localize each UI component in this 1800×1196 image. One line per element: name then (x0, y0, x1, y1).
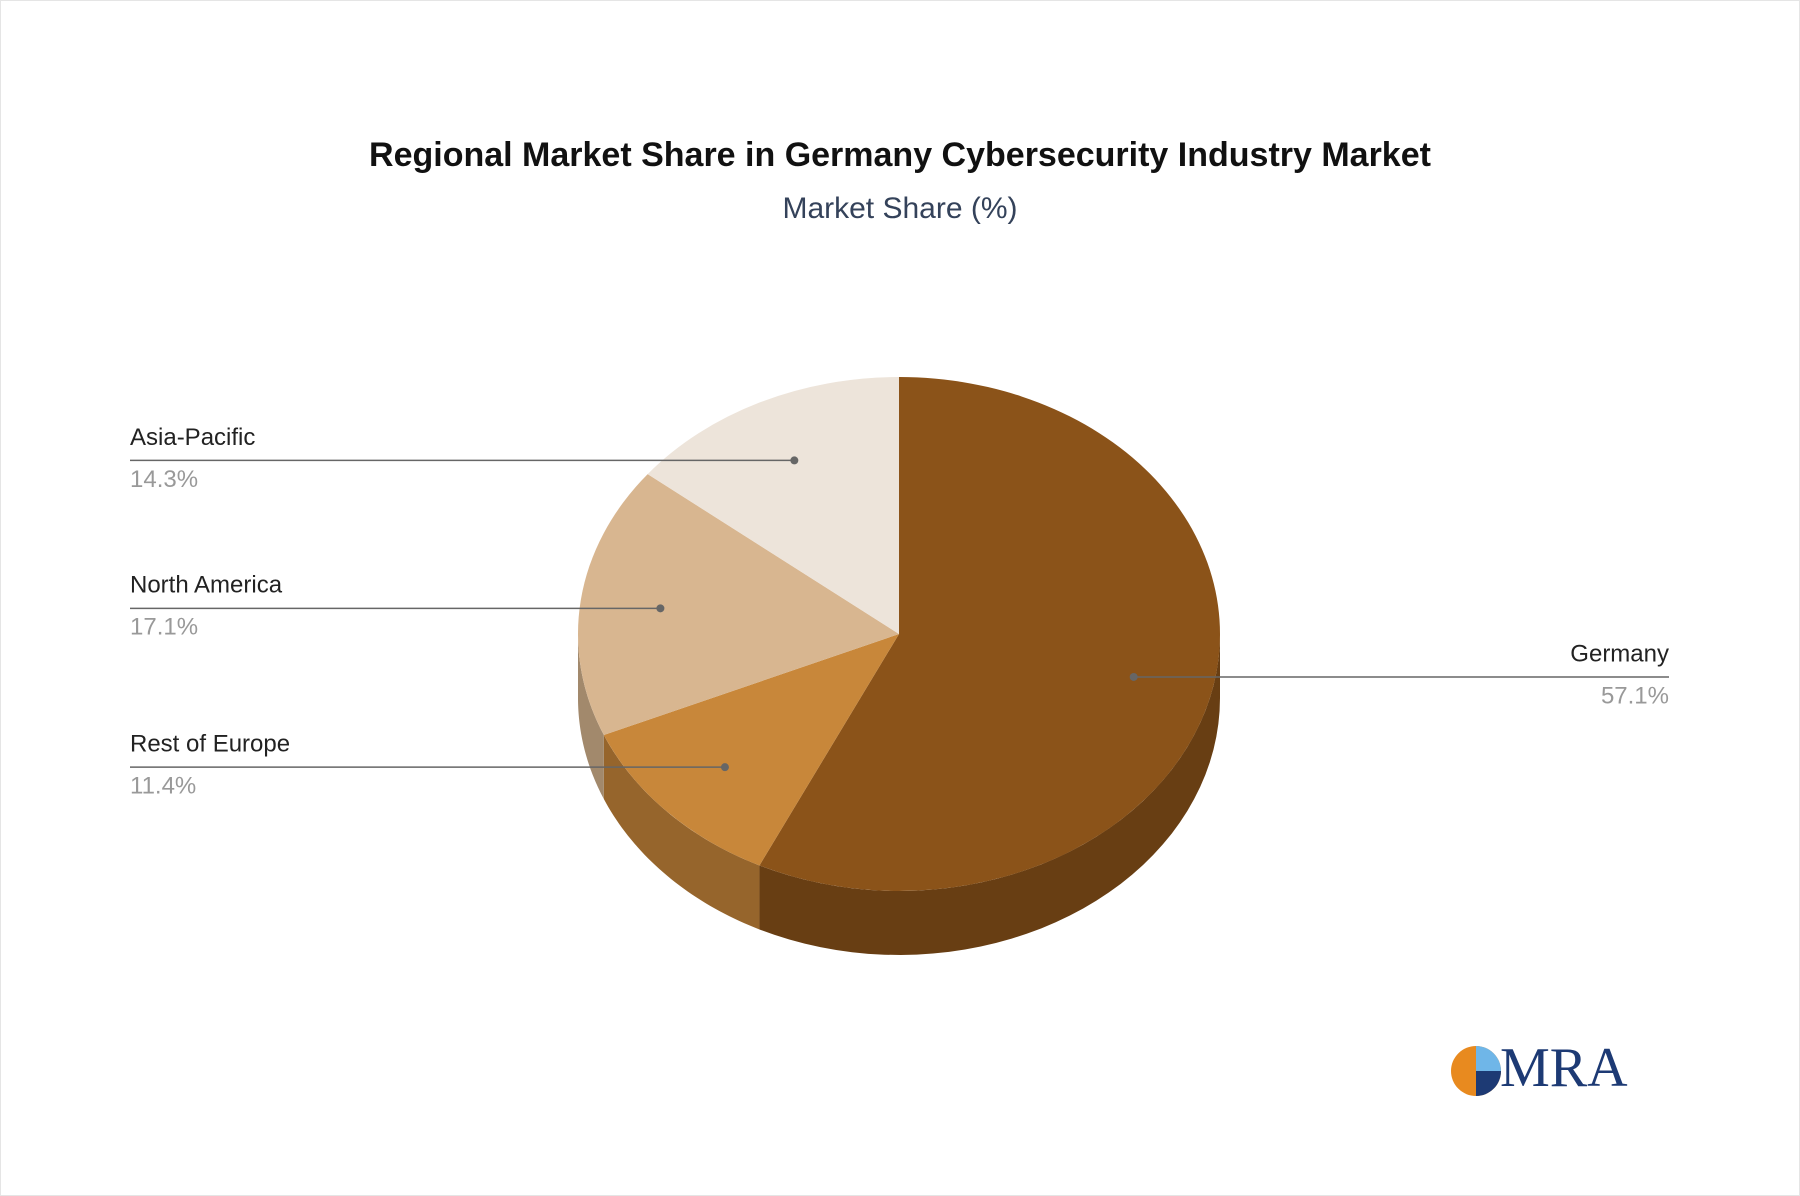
data-label-value: 14.3% (130, 466, 198, 493)
pie-side (759, 634, 1220, 955)
data-label-name: North America (130, 572, 283, 599)
leader-dot (1129, 672, 1138, 681)
leader-dot (790, 456, 799, 465)
logo-text: MRA (1500, 1037, 1628, 1099)
pie-side (603, 735, 760, 930)
pie-slice (578, 474, 899, 736)
logo-icon (1476, 1071, 1501, 1096)
data-label-name: Rest of Europe (130, 730, 290, 757)
data-label-name: Asia-Pacific (130, 424, 255, 451)
data-label-name: Germany (1570, 640, 1669, 667)
chart-subtitle: Market Share (%) (782, 192, 1017, 225)
leader-dot (656, 604, 665, 613)
leader-dot (720, 763, 729, 772)
pie-slice (603, 634, 899, 866)
logo-icon (1476, 1046, 1501, 1071)
pie-slice (759, 377, 1220, 891)
data-label-value: 17.1% (130, 614, 198, 641)
pie-side (578, 634, 604, 800)
logo: MRA (1451, 1037, 1628, 1099)
data-label-value: 11.4% (130, 772, 196, 799)
data-label-value: 57.1% (1601, 682, 1669, 709)
chart-title: Regional Market Share in Germany Cyberse… (369, 136, 1431, 174)
pie-slice (647, 377, 899, 634)
